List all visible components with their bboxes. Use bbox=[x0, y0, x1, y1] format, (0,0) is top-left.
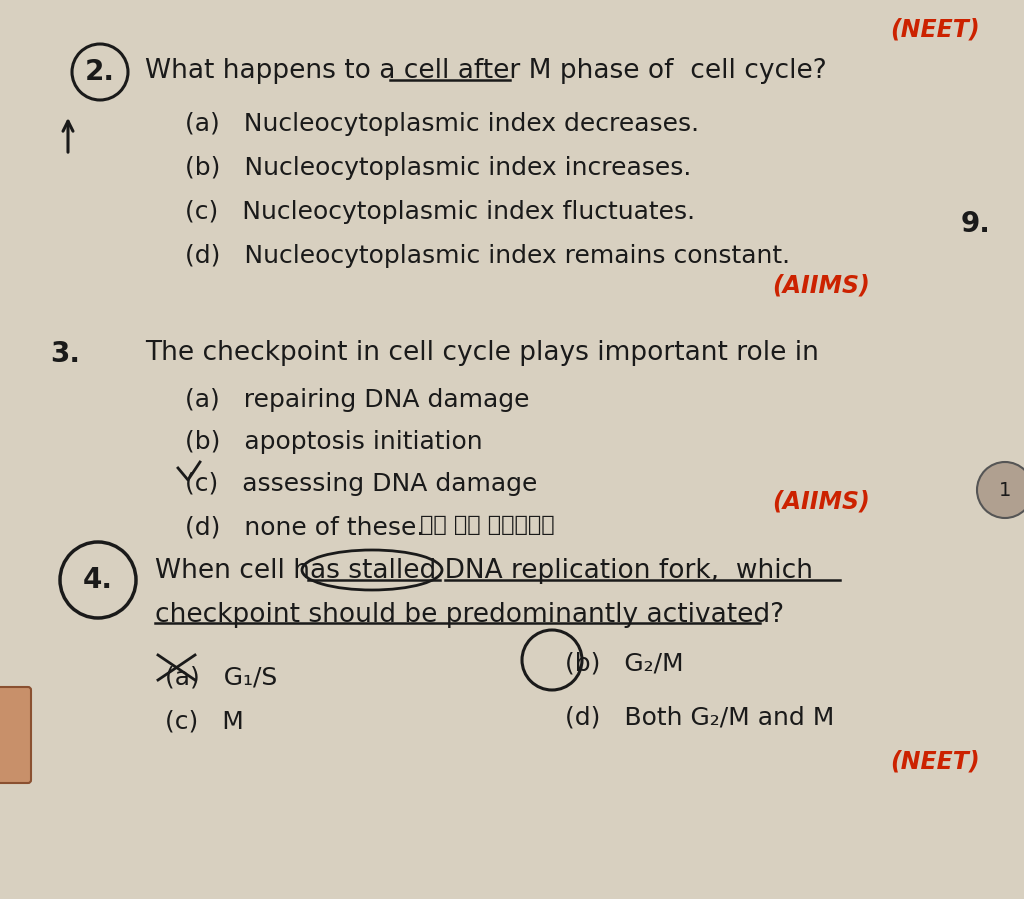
Text: (d)   none of these.: (d) none of these. bbox=[185, 515, 424, 539]
Text: (AIIMS): (AIIMS) bbox=[772, 274, 870, 298]
Text: (c)   M: (c) M bbox=[165, 710, 244, 734]
Text: 4.: 4. bbox=[83, 566, 113, 594]
Text: When cell has stalled DNA replication fork,  which: When cell has stalled DNA replication fo… bbox=[155, 558, 813, 584]
Text: 1: 1 bbox=[998, 480, 1011, 500]
Text: What happens to a cell after M phase of  cell cycle?: What happens to a cell after M phase of … bbox=[145, 58, 826, 84]
Text: (b)   Nucleocytoplasmic index increases.: (b) Nucleocytoplasmic index increases. bbox=[185, 156, 691, 180]
Text: (a)   repairing DNA damage: (a) repairing DNA damage bbox=[185, 388, 529, 412]
Text: (a)   G₁/S: (a) G₁/S bbox=[165, 665, 278, 689]
Text: (AIIMS): (AIIMS) bbox=[772, 490, 870, 514]
Text: ठप भा खर।ान: ठप भा खर।ान bbox=[420, 515, 555, 535]
Text: (d)   Both G₂/M and M: (d) Both G₂/M and M bbox=[565, 706, 835, 730]
Text: (NEET): (NEET) bbox=[891, 750, 980, 774]
Text: (c)   Nucleocytoplasmic index fluctuates.: (c) Nucleocytoplasmic index fluctuates. bbox=[185, 200, 695, 224]
Text: 3.: 3. bbox=[50, 340, 80, 368]
FancyBboxPatch shape bbox=[0, 687, 31, 783]
Text: (b)   G₂/M: (b) G₂/M bbox=[565, 652, 684, 676]
Text: (a)   Nucleocytoplasmic index decreases.: (a) Nucleocytoplasmic index decreases. bbox=[185, 112, 699, 136]
Text: (c)   assessing DNA damage: (c) assessing DNA damage bbox=[185, 472, 538, 496]
Text: checkpoint should be predominantly activated?: checkpoint should be predominantly activ… bbox=[155, 602, 784, 628]
Text: (b)   apoptosis initiation: (b) apoptosis initiation bbox=[185, 430, 482, 454]
Text: The checkpoint in cell cycle plays important role in: The checkpoint in cell cycle plays impor… bbox=[145, 340, 819, 366]
Text: 2.: 2. bbox=[85, 58, 115, 86]
Text: (NEET): (NEET) bbox=[891, 18, 980, 42]
Text: 9.: 9. bbox=[961, 210, 990, 238]
Circle shape bbox=[977, 462, 1024, 518]
Text: (d)   Nucleocytoplasmic index remains constant.: (d) Nucleocytoplasmic index remains cons… bbox=[185, 244, 791, 268]
